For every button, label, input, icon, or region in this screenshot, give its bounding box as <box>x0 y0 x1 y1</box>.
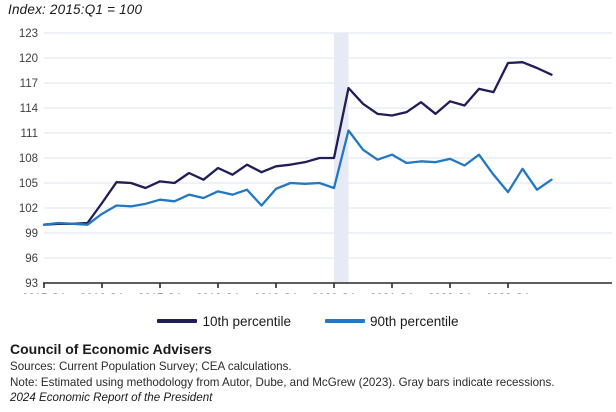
legend-label-90th: 90th percentile <box>370 313 459 329</box>
series-line-0 <box>42 61 553 226</box>
svg-text:117: 117 <box>20 78 38 90</box>
sources-note: Sources: Current Population Survey; CEA … <box>10 360 292 373</box>
svg-text:96: 96 <box>25 253 38 265</box>
svg-text:120: 120 <box>19 53 38 65</box>
x-axis <box>43 282 612 288</box>
methodology-note: Note: Estimated using methodology from A… <box>10 375 555 389</box>
chart-footer: Council of Economic Advisers Sources: Cu… <box>10 340 610 406</box>
svg-text:2023:Q1: 2023:Q1 <box>486 293 530 294</box>
series-line-1 <box>42 129 553 226</box>
svg-text:2018:Q1: 2018:Q1 <box>196 293 240 294</box>
svg-text:93: 93 <box>25 278 38 290</box>
svg-text:2017:Q1: 2017:Q1 <box>138 293 182 294</box>
svg-text:2021:Q1: 2021:Q1 <box>370 293 414 294</box>
legend-swatch-90th <box>325 319 365 323</box>
svg-text:123: 123 <box>19 28 38 40</box>
svg-text:111: 111 <box>21 128 38 140</box>
svg-text:102: 102 <box>19 203 38 215</box>
legend-item-90th: 90th percentile <box>325 314 459 329</box>
svg-text:2020:Q1: 2020:Q1 <box>312 293 356 294</box>
legend-item-10th: 10th percentile <box>157 314 291 329</box>
legend-label-10th: 10th percentile <box>202 313 291 329</box>
svg-text:108: 108 <box>19 153 38 165</box>
organization-name: Council of Economic Advisers <box>10 341 212 357</box>
x-axis-tick-labels: 2015:Q1 2016:Q1 2017:Q1 2018:Q1 2019:Q1 2020:… <box>22 293 530 294</box>
svg-text:105: 105 <box>19 178 38 190</box>
svg-text:99: 99 <box>25 228 38 240</box>
y-axis-tick-labels: 93 96 99 102 105 108 111 114 117 120 123 <box>19 28 39 290</box>
report-title: 2024 Economic Report of the President <box>10 391 213 404</box>
svg-text:2015:Q1: 2015:Q1 <box>22 293 66 294</box>
data-series-lines <box>42 61 553 226</box>
svg-text:2019:Q1: 2019:Q1 <box>254 293 298 294</box>
svg-text:114: 114 <box>20 103 39 115</box>
chart-title: Index: 2015:Q1 = 100 <box>8 2 143 17</box>
svg-text:2022:Q1: 2022:Q1 <box>428 293 472 294</box>
svg-text:2016:Q1: 2016:Q1 <box>80 293 124 294</box>
legend-swatch-10th <box>157 319 198 323</box>
chart-legend: 10th percentile 90th percentile <box>0 308 616 334</box>
